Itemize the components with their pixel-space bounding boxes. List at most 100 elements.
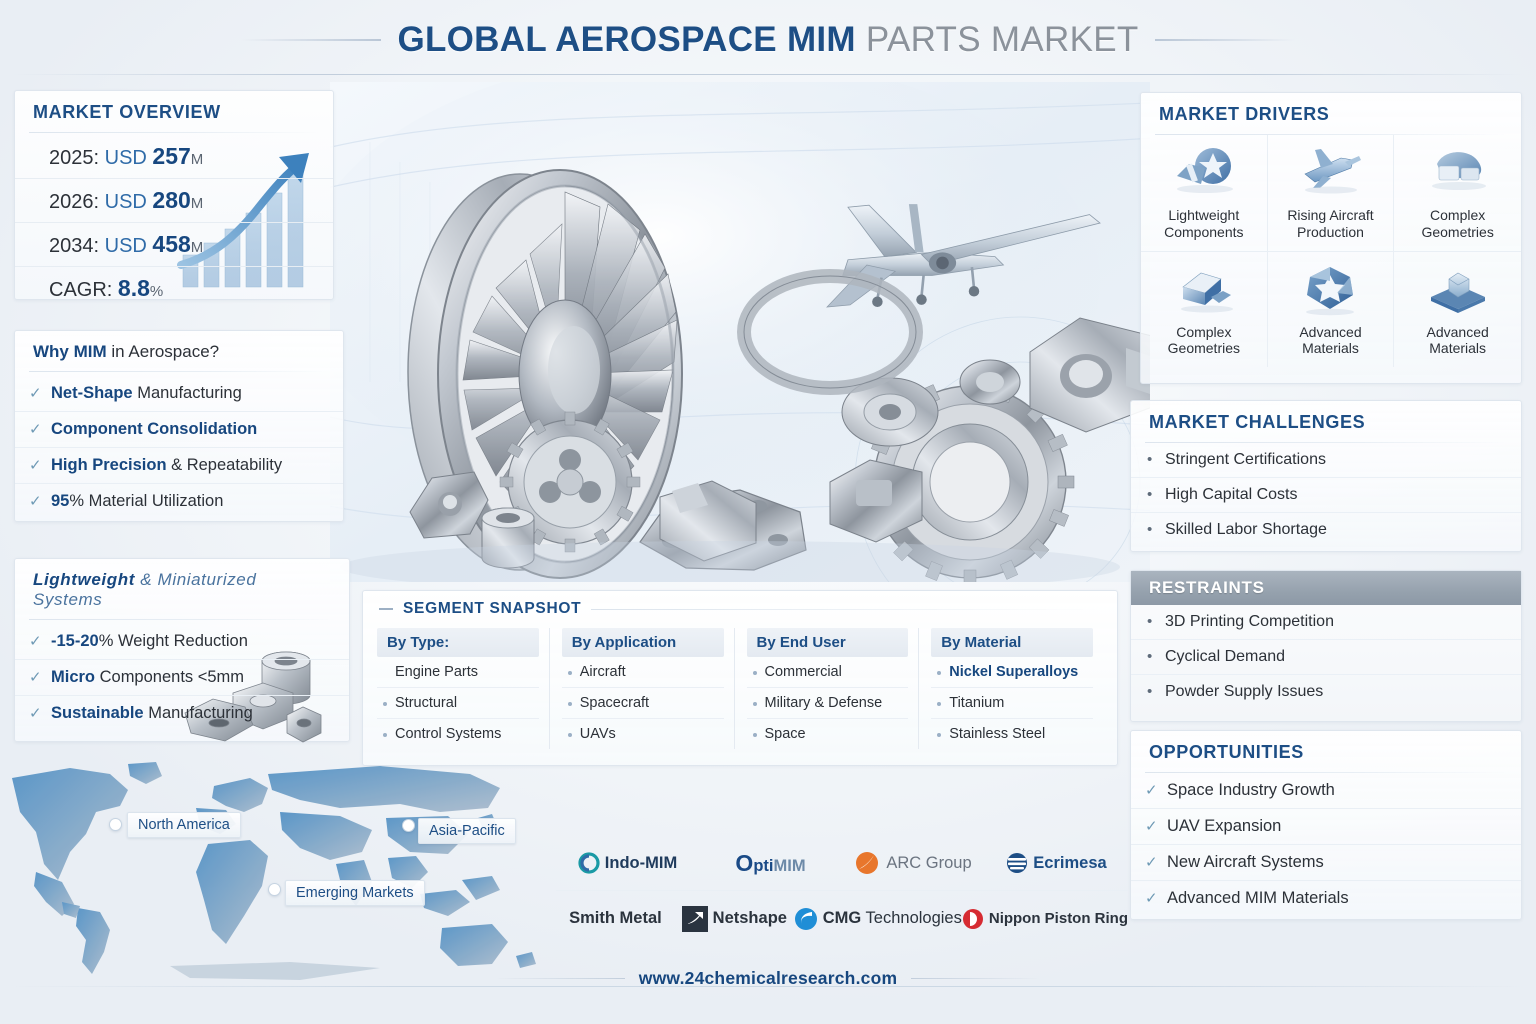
column-header: By Type: [377, 628, 539, 657]
page-title: GLOBAL AEROSPACE MIM PARTS MARKET [397, 20, 1138, 60]
item-label: Cyclical Demand [1165, 648, 1286, 665]
check-icon: ✓ [29, 669, 42, 686]
dash-icon [379, 608, 393, 610]
logo-nippon-piston-ring[interactable]: Nippon Piston Ring [962, 908, 1128, 930]
bullet-dot-icon [752, 671, 757, 675]
item-strong: Micro [51, 668, 96, 686]
map-label-emerging-markets[interactable]: Emerging Markets [285, 880, 425, 906]
hero-illustration [330, 82, 1150, 582]
cagr-value: 8.8 [117, 275, 150, 301]
overview-year: 2034: [49, 235, 100, 257]
logo-indo-mim[interactable]: Indo-MIM [556, 852, 699, 874]
list-item: ✓ New Aircraft Systems [1131, 845, 1521, 881]
check-icon: ✓ [29, 457, 42, 474]
why-mim-title: Why MIM in Aerospace? [15, 331, 343, 371]
bullet-dot-icon [383, 733, 387, 737]
why-mim-title-lead: Why MIM [33, 342, 107, 361]
title-wrap: GLOBAL AEROSPACE MIM PARTS MARKET [0, 20, 1536, 60]
header: GLOBAL AEROSPACE MIM PARTS MARKET [0, 0, 1536, 78]
overview-value: 458 [152, 231, 191, 257]
driver-label: Advanced Materials [1299, 323, 1362, 357]
footer-url[interactable]: www.24chemicalresearch.com [638, 967, 898, 988]
item-strong: Net-Shape [51, 384, 133, 402]
list-item: ✓ Space Industry Growth [1131, 773, 1521, 809]
bullet-dot-icon [752, 733, 757, 737]
list-item: ✓ -15-20% Weight Reduction [15, 624, 349, 660]
divider [29, 619, 335, 620]
header-divider [12, 74, 1524, 75]
overview-currency: USD [104, 147, 147, 169]
square-dark-icon [681, 905, 708, 932]
divider [29, 371, 329, 372]
cagr-unit: % [149, 283, 164, 300]
logo-arc-group[interactable]: ARC Group [842, 851, 985, 875]
restraints-panel: RESTRAINTS • 3D Printing Competition • Cyc… [1130, 570, 1522, 722]
list-item: ✓ Sustainable Manufacturing [15, 696, 349, 731]
map-label-asia-pacific[interactable]: Asia-Pacific [418, 818, 516, 844]
overview-currency: USD [104, 191, 147, 213]
logo-label: Indo-MIM [604, 853, 678, 872]
overview-value: 280 [152, 187, 191, 213]
divider [1145, 772, 1507, 773]
item-label: High Capital Costs [1165, 486, 1298, 503]
logo-cmg-technologies[interactable]: CMG Technologies [794, 907, 962, 931]
world-map-illustration [12, 762, 536, 980]
logo-label: Smith Metal [569, 909, 662, 927]
logo-optimim[interactable]: OptiMIM [699, 850, 842, 877]
item-label: Stringent Certifications [1165, 451, 1326, 468]
bullet-dot-icon [383, 702, 387, 706]
overview-unit: M [190, 195, 204, 212]
swoosh-orange-icon [856, 852, 879, 874]
driver-label: Complex Geometries [1167, 323, 1240, 357]
divider [1155, 134, 1507, 135]
divider [29, 132, 319, 133]
why-mim-list: ✓ Net-Shape Manufacturing ✓ Component Co… [15, 372, 343, 519]
market-challenges-list: • Stringent Certifications • High Capital … [1131, 443, 1521, 547]
check-icon: ✓ [1145, 890, 1158, 907]
hero-image-turbine-mim-parts [330, 82, 1150, 582]
list-item: • Skilled Labor Shortage [1131, 513, 1521, 547]
logo-row-2: Smith Metal Netshape CMG Technologies [556, 891, 1128, 946]
item-rest: % Material Utilization [69, 492, 224, 510]
logo-smith-metal[interactable]: Smith Metal [556, 909, 675, 928]
rocket-icon [1145, 141, 1263, 203]
restraints-title: RESTRAINTS [1149, 578, 1265, 597]
bullet-icon: • [1147, 613, 1153, 630]
swirl-blue-icon [794, 907, 817, 930]
item-label: UAV Expansion [1167, 817, 1282, 835]
platform-cube-icon [1398, 258, 1517, 320]
driver-cell: Rising Aircraft Production [1267, 135, 1395, 252]
stripes-blue-icon [1007, 853, 1028, 873]
segment-grid: By Type: Engine Parts Structural Control… [363, 622, 1117, 749]
item-label: Space Industry Growth [1167, 781, 1335, 799]
item-label: Stainless Steel [949, 726, 1046, 742]
overview-row: 2026: USD 280M [15, 179, 333, 223]
logo-label: ARC Group [886, 853, 972, 872]
check-icon: ✓ [29, 493, 42, 510]
map-dot-asia-pacific [403, 820, 414, 831]
cluster-block-icon [1398, 141, 1517, 203]
market-overview-rows: 2025: USD 257M 2026: USD 280M 2034: USD … [15, 133, 333, 310]
segment-column-by-material: By Material Nickel Superalloys Titanium … [931, 628, 1103, 749]
lightweight-title-lead: Lightweight [33, 570, 135, 589]
mim-small-parts-image [184, 651, 322, 743]
list-item: Military & Defense [746, 688, 909, 719]
logo-ecrimesa[interactable]: Ecrimesa [985, 852, 1128, 874]
bullet-dot-icon [937, 733, 942, 737]
lightweight-title: Lightweight & Miniaturized Systems [15, 559, 349, 619]
item-rest: Manufacturing [132, 384, 242, 402]
map-label-north-america[interactable]: North America [127, 812, 241, 838]
mim-parts-illustration [409, 269, 1150, 582]
overview-unit: M [190, 239, 204, 256]
overview-value: 257 [152, 143, 191, 169]
logo-netshape[interactable]: Netshape [675, 905, 794, 932]
overview-year: 2026: [49, 191, 100, 213]
list-item: Titanium [931, 688, 1093, 719]
map-dot-emerging-markets [269, 884, 280, 895]
lightweight-title-rest: & Miniaturized Systems [33, 570, 257, 609]
item-label: Nickel Superalloys [949, 664, 1079, 680]
check-icon: ✓ [29, 705, 42, 722]
list-item: Aircraft [561, 657, 724, 688]
list-item: ✓ Advanced MIM Materials [1131, 881, 1521, 916]
driver-label: Lightweight Components [1164, 207, 1244, 240]
